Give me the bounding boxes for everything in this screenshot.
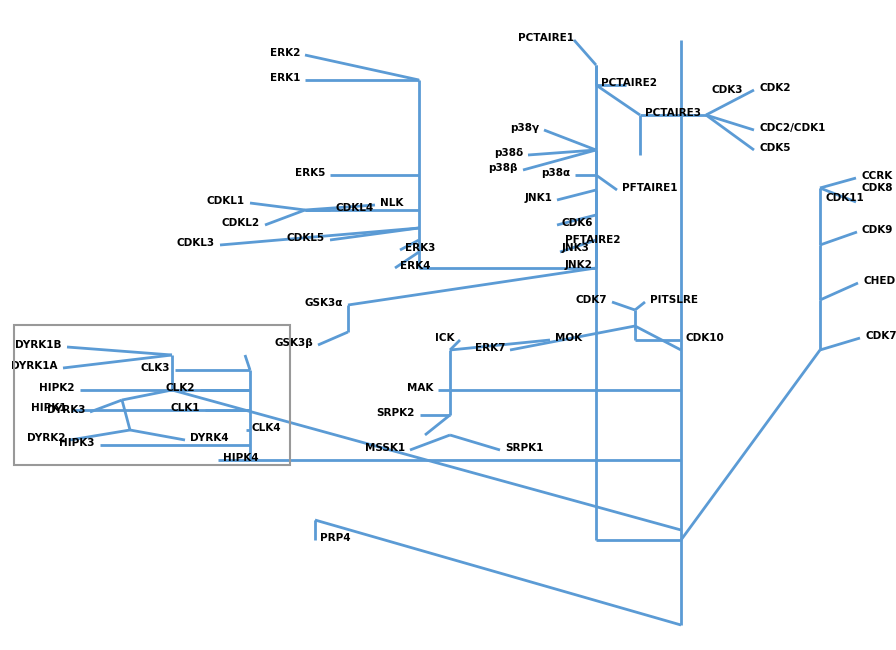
Text: CLK2: CLK2 [166,383,195,393]
Text: HIPK1: HIPK1 [31,403,67,413]
Text: ERK4: ERK4 [400,261,430,271]
Text: CLK4: CLK4 [251,423,280,433]
Text: CDK3: CDK3 [711,85,743,95]
Text: DYRK2: DYRK2 [27,433,65,443]
Bar [14,325,290,465]
Text: MAK: MAK [407,383,433,393]
Text: CDK2: CDK2 [759,83,790,93]
Text: ERK3: ERK3 [405,243,435,253]
Text: p38α: p38α [541,168,570,178]
Text: PRP4: PRP4 [320,533,350,543]
Text: JNK3: JNK3 [562,243,590,253]
Text: JNK2: JNK2 [565,260,593,270]
Text: CLK3: CLK3 [141,363,170,373]
Text: CDC2/CDK1: CDC2/CDK1 [759,123,825,133]
Text: CDK5: CDK5 [759,143,790,153]
Text: CDKL5: CDKL5 [287,233,325,243]
Text: CHED: CHED [863,276,895,286]
Text: p38γ: p38γ [510,123,539,133]
Text: ERK5: ERK5 [295,168,325,178]
Text: DYRK3: DYRK3 [47,405,85,415]
Text: DYRK4: DYRK4 [190,433,228,443]
Text: PCTAIRE2: PCTAIRE2 [601,78,657,88]
Text: GSK3α: GSK3α [305,298,343,308]
Text: CDK9: CDK9 [862,225,893,235]
Text: ERK1: ERK1 [270,73,300,83]
Text: CDK10: CDK10 [685,333,724,343]
Text: DYRK1B: DYRK1B [15,340,62,350]
Text: CDKL4: CDKL4 [335,203,374,213]
Text: CDKL1: CDKL1 [207,196,245,206]
Text: ERK2: ERK2 [270,48,300,58]
Text: CDK7: CDK7 [865,331,896,341]
Text: PITSLRE: PITSLRE [650,295,698,305]
Text: CCRK: CCRK [861,171,892,181]
Text: PCTAIRE1: PCTAIRE1 [518,33,574,43]
Text: JNK1: JNK1 [524,193,552,203]
Text: NLK: NLK [380,198,403,208]
Text: PFTAIRE1: PFTAIRE1 [622,183,677,193]
Text: DYRK1A: DYRK1A [12,361,58,371]
Text: ICK: ICK [435,333,455,343]
Text: PFTAIRE2: PFTAIRE2 [565,235,621,245]
Text: HIPK4: HIPK4 [223,453,259,463]
Text: PCTAIRE3: PCTAIRE3 [645,108,701,118]
Text: SRPK1: SRPK1 [505,443,543,453]
Text: SRPK2: SRPK2 [376,408,415,418]
Text: CDKL3: CDKL3 [177,238,215,248]
Text: p38β: p38β [488,163,518,173]
Text: CLK1: CLK1 [170,403,200,413]
Text: CDK6: CDK6 [562,218,593,228]
Text: p38δ: p38δ [494,148,523,158]
Text: ERK7: ERK7 [475,343,505,353]
Text: CDK8: CDK8 [861,183,892,193]
Text: HIPK2: HIPK2 [39,383,75,393]
Text: MOK: MOK [555,333,582,343]
Text: CDK11: CDK11 [825,193,864,203]
Text: MSSK1: MSSK1 [365,443,405,453]
Text: CDKL2: CDKL2 [222,218,260,228]
Text: GSK3β: GSK3β [274,338,313,348]
Text: CDK7: CDK7 [575,295,607,305]
Text: HIPK3: HIPK3 [59,438,95,448]
